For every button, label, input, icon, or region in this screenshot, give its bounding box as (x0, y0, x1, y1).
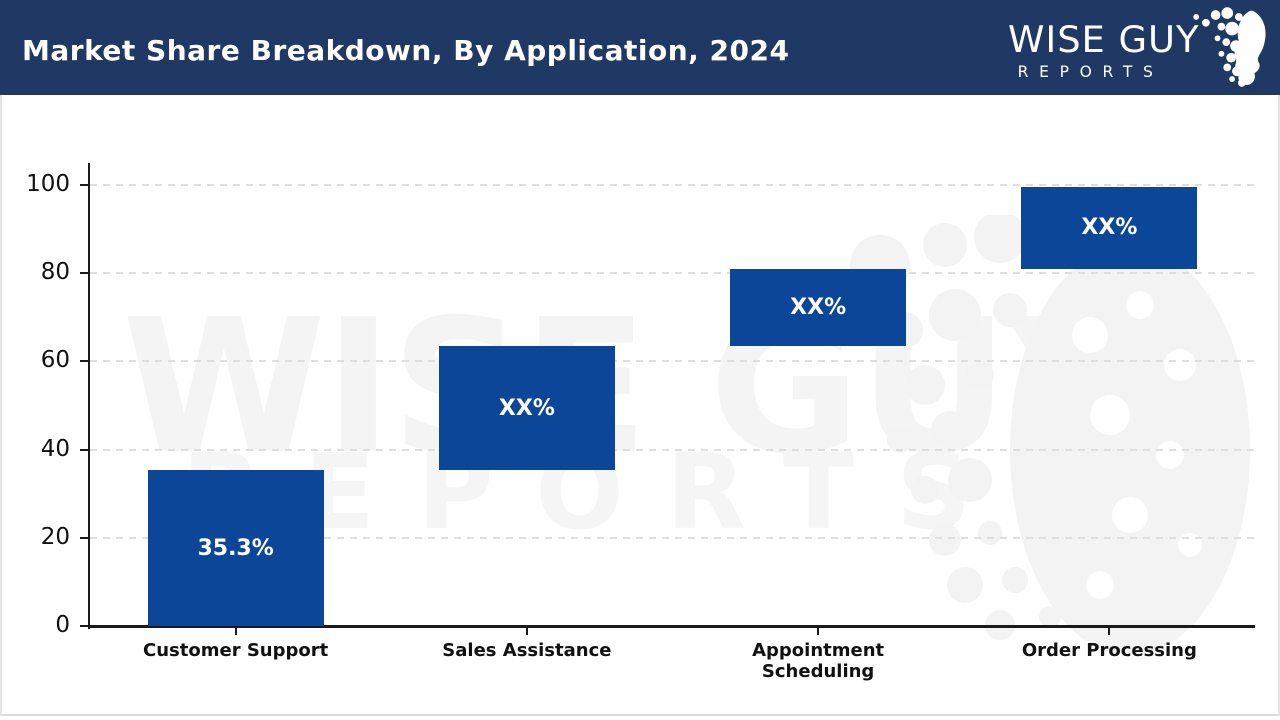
logo-face-icon (1193, 7, 1266, 87)
logo-wordmark: WISE GUY (1008, 18, 1200, 61)
bar-value-label: XX% (498, 395, 555, 421)
gridline-100 (90, 184, 1255, 186)
bar-sales-assistance: XX% (438, 345, 615, 471)
x-tick-label: Order Processing (1021, 640, 1197, 661)
bar-value-label: XX% (1081, 215, 1138, 241)
x-tick-label: Sales Assistance (442, 640, 612, 661)
y-tick-label: 0 (55, 612, 70, 638)
bar-value-label: 35.3% (197, 535, 274, 561)
page-title: Market Share Breakdown, By Application, … (22, 34, 790, 67)
x-tick-label: Customer Support (143, 640, 329, 661)
y-tick (80, 625, 88, 627)
gridline-20 (90, 536, 1255, 539)
gridline-60 (90, 360, 1255, 363)
bar-appointment-scheduling: XX% (730, 268, 907, 346)
left-border (0, 95, 2, 716)
y-axis-line (88, 163, 90, 629)
gridline-40 (90, 448, 1255, 451)
logo-subtext: REPORTS (1018, 63, 1164, 81)
y-tick-label: 80 (40, 259, 70, 286)
y-tick (80, 360, 88, 363)
y-tick (80, 272, 88, 275)
x-tick (1108, 628, 1111, 635)
y-tick-label: 60 (40, 347, 70, 374)
y-tick (80, 448, 88, 451)
bar-value-label: XX% (790, 294, 847, 320)
bar-customer-support: 35.3% (147, 470, 324, 626)
logo-graphic: WISE GUY REPORTS (1008, 7, 1266, 87)
x-tick (817, 628, 820, 635)
y-tick (80, 184, 88, 186)
bottom-border (0, 714, 1280, 716)
x-tick (525, 628, 528, 635)
header: Market Share Breakdown, By Application, … (0, 0, 1280, 95)
x-tick (234, 628, 237, 635)
bar-order-processing: XX% (1021, 187, 1198, 269)
y-tick-label: 100 (26, 171, 70, 197)
gridline-80 (90, 272, 1255, 275)
y-tick-label: 40 (40, 435, 70, 462)
y-tick (80, 536, 88, 539)
wise-guy-logo: WISE GUY REPORTS (1006, 4, 1268, 92)
right-border (1278, 95, 1280, 716)
y-tick-label: 20 (40, 523, 70, 550)
x-axis-line (88, 625, 1255, 628)
x-tick-label: Appointment Scheduling (752, 640, 885, 682)
